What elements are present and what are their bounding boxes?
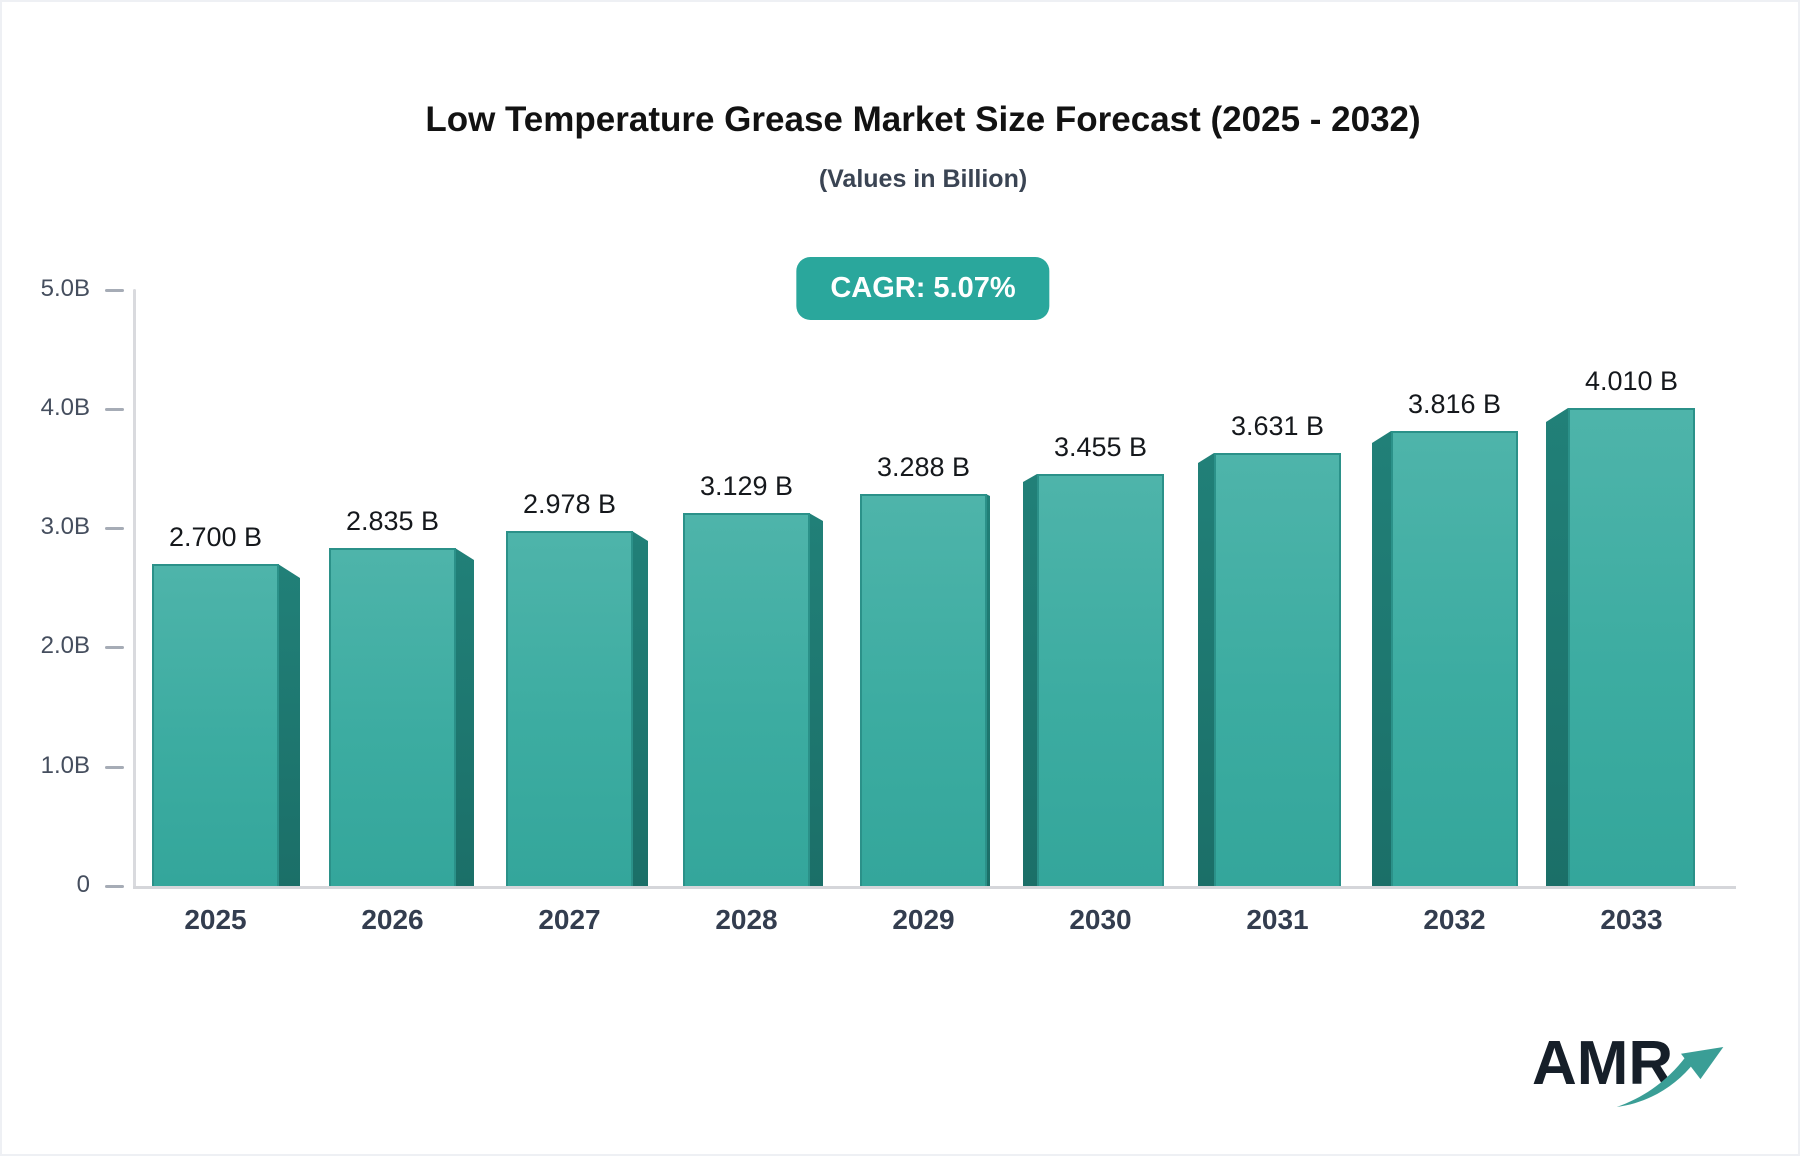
bar-2027[interactable] <box>506 531 649 886</box>
bar-value-label-2031: 3.631 B <box>1230 411 1325 441</box>
bar-face <box>1568 408 1695 886</box>
x-tick-label-2027: 2027 <box>538 904 601 935</box>
x-tick-label-2031: 2031 <box>1246 904 1309 935</box>
bar-value-label-2029: 3.288 B <box>876 452 971 482</box>
x-tick-label-2030: 2030 <box>1069 904 1132 935</box>
y-axis-line <box>133 289 136 888</box>
x-tick-label-2029: 2029 <box>892 904 955 935</box>
y-tick-dash <box>105 885 124 888</box>
bar-3d-side <box>809 513 823 886</box>
bar-2026[interactable] <box>329 548 475 886</box>
bar-2025[interactable] <box>152 564 301 886</box>
bar-face <box>506 531 633 886</box>
y-tick-label-4.0B: 4.0B <box>40 393 90 421</box>
x-tick-label-2026: 2026 <box>361 904 424 935</box>
bar-face <box>860 494 987 886</box>
bar-face <box>1037 474 1164 886</box>
chart-title: Low Temperature Grease Market Size Forec… <box>425 100 1421 139</box>
growth-arrow-icon <box>1616 1046 1724 1108</box>
y-tick-label-0: 0 <box>76 871 90 898</box>
bar-value-label-2030: 3.455 B <box>1053 432 1148 462</box>
chart-subtitle: (Values in Billion) <box>818 165 1028 193</box>
bar-3d-side <box>1023 474 1037 886</box>
bar-3d-side <box>1372 431 1391 886</box>
y-tick-label-5.0B: 5.0B <box>40 274 90 302</box>
bar-3d-side <box>455 548 474 886</box>
x-tick-label-2028: 2028 <box>715 904 778 935</box>
bar-face <box>152 564 279 886</box>
bar-value-label-2028: 3.129 B <box>699 471 794 501</box>
bar-3d-side <box>278 564 300 886</box>
bar-value-label-2025: 2.700 B <box>168 522 263 552</box>
bar-face <box>683 513 810 886</box>
bar-3d-side <box>986 494 990 886</box>
amr-logo: AMR <box>1532 1022 1724 1112</box>
y-tick-label-3.0B: 3.0B <box>40 513 90 541</box>
bar-value-label-2033: 4.010 B <box>1584 366 1679 396</box>
bar-3d-side <box>1546 408 1568 886</box>
x-axis-line <box>133 886 1736 889</box>
bar-value-label-2027: 2.978 B <box>522 489 617 519</box>
bar-face <box>1214 453 1341 886</box>
bar-face <box>329 548 456 886</box>
bar-2029[interactable] <box>860 494 991 886</box>
bar-2030[interactable] <box>1023 474 1164 886</box>
amr-logo-text: AMR <box>1532 1029 1674 1098</box>
x-tick-label-2025: 2025 <box>184 904 247 935</box>
y-tick-dash <box>105 288 124 292</box>
y-tick-label-1.0B: 1.0B <box>40 751 90 779</box>
x-tick-label-2032: 2032 <box>1423 904 1486 935</box>
bar-2028[interactable] <box>683 513 824 886</box>
y-tick-label-2.0B: 2.0B <box>40 632 90 660</box>
bar-2033[interactable] <box>1546 408 1695 886</box>
bar-value-label-2026: 2.835 B <box>345 506 440 536</box>
y-tick-dash <box>105 646 124 650</box>
bar-3d-side <box>632 531 648 886</box>
bar-3d-side <box>1198 453 1214 886</box>
bar-2032[interactable] <box>1372 431 1518 886</box>
x-tick-label-2033: 2033 <box>1600 904 1663 935</box>
bar-face <box>1391 431 1518 886</box>
y-tick-dash <box>105 407 124 411</box>
bar-2031[interactable] <box>1198 453 1341 886</box>
y-tick-dash <box>105 527 124 531</box>
cagr-badge: CAGR: 5.07% <box>796 257 1050 320</box>
bar-value-label-2032: 3.816 B <box>1407 389 1502 419</box>
y-tick-dash <box>105 765 124 769</box>
